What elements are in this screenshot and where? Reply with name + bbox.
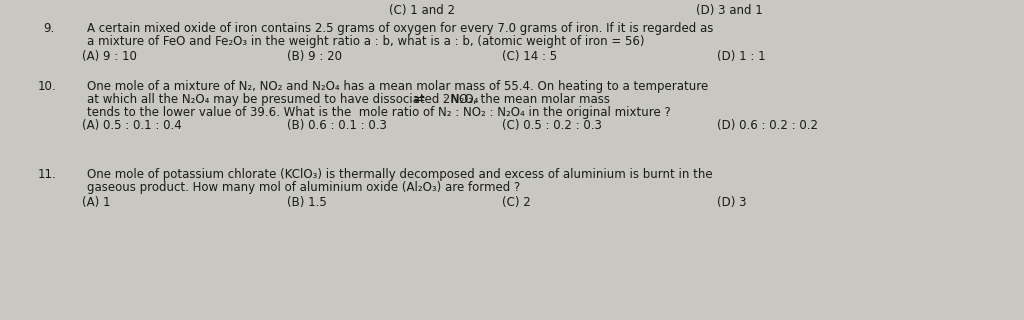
- Text: One mole of a mixture of N₂, NO₂ and N₂O₄ has a mean molar mass of 55.4. On heat: One mole of a mixture of N₂, NO₂ and N₂O…: [87, 80, 709, 93]
- Text: a mixture of FeO and Fe₂O₃ in the weight ratio a : b, what is a : b, (atomic wei: a mixture of FeO and Fe₂O₃ in the weight…: [87, 35, 644, 48]
- Text: 10.: 10.: [38, 80, 56, 93]
- Text: One mole of potassium chlorate (KClO₃) is thermally decomposed and excess of alu: One mole of potassium chlorate (KClO₃) i…: [87, 168, 713, 181]
- Text: 2NO₂, the mean molar mass: 2NO₂, the mean molar mass: [439, 93, 609, 106]
- Text: tends to the lower value of 39.6. What is the  mole ratio of N₂ : NO₂ : N₂O₄ in : tends to the lower value of 39.6. What i…: [87, 106, 671, 119]
- Text: (C) 2: (C) 2: [502, 196, 530, 209]
- Text: (D) 3: (D) 3: [717, 196, 746, 209]
- Text: at which all the N₂O₄ may be presumed to have dissociated : N₂O₄: at which all the N₂O₄ may be presumed to…: [87, 93, 482, 106]
- Text: A certain mixed oxide of iron contains 2.5 grams of oxygen for every 7.0 grams o: A certain mixed oxide of iron contains 2…: [87, 22, 714, 35]
- Text: (C) 0.5 : 0.2 : 0.3: (C) 0.5 : 0.2 : 0.3: [502, 119, 602, 132]
- Text: (A) 0.5 : 0.1 : 0.4: (A) 0.5 : 0.1 : 0.4: [82, 119, 181, 132]
- Text: (D) 1 : 1: (D) 1 : 1: [717, 50, 765, 63]
- Text: 11.: 11.: [38, 168, 56, 181]
- Text: (B) 1.5: (B) 1.5: [287, 196, 327, 209]
- Text: (A) 1: (A) 1: [82, 196, 111, 209]
- Text: ⇌: ⇌: [414, 93, 424, 106]
- Text: (B) 9 : 20: (B) 9 : 20: [287, 50, 342, 63]
- Text: (D) 0.6 : 0.2 : 0.2: (D) 0.6 : 0.2 : 0.2: [717, 119, 818, 132]
- Text: (A) 9 : 10: (A) 9 : 10: [82, 50, 137, 63]
- Text: (C) 1 and 2: (C) 1 and 2: [389, 4, 455, 17]
- Text: 9.: 9.: [43, 22, 54, 35]
- Text: (C) 14 : 5: (C) 14 : 5: [502, 50, 557, 63]
- Text: (D) 3 and 1: (D) 3 and 1: [696, 4, 763, 17]
- Text: gaseous product. How many mol of aluminium oxide (Al₂O₃) are formed ?: gaseous product. How many mol of alumini…: [87, 181, 520, 194]
- Text: (B) 0.6 : 0.1 : 0.3: (B) 0.6 : 0.1 : 0.3: [287, 119, 387, 132]
